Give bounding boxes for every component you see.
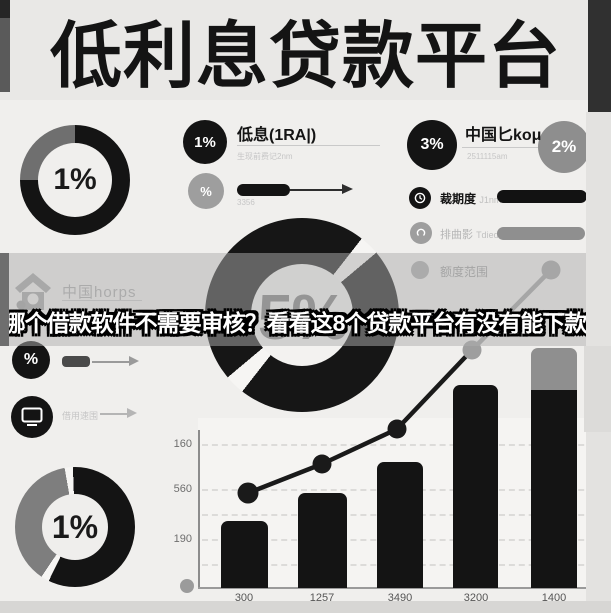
- donut-chart-bottom-left: 1%: [15, 467, 135, 587]
- arrow-right-icon: [127, 408, 137, 418]
- bar: [377, 462, 423, 588]
- edge-artifact: [0, 601, 611, 613]
- caption-band: [0, 253, 611, 346]
- stat-note-left: 3356: [237, 198, 255, 207]
- gridline: [202, 444, 604, 446]
- stat-title-left: 低息(1RA|): [237, 127, 317, 144]
- donut-chart-top-left: 1%: [20, 125, 130, 235]
- arrow-line: [92, 361, 130, 363]
- stat-badge-percent: %: [188, 173, 224, 209]
- arrow-line: [100, 413, 128, 415]
- clock-icon: [409, 187, 431, 209]
- arrow-right-icon: [342, 184, 353, 194]
- gauge-icon: [410, 222, 432, 244]
- donut-value: 1%: [42, 494, 108, 560]
- edge-artifact: [0, 0, 10, 18]
- stat-badge-3pct: 3%: [407, 120, 457, 170]
- donut-value: 1%: [38, 143, 112, 217]
- progress-pill-small: [62, 356, 90, 367]
- stat-subtitle-right: 2511115am: [467, 152, 508, 161]
- bar-pill-black: [497, 190, 587, 203]
- percent-badge: %: [12, 341, 50, 379]
- axis-origin-dot: [180, 579, 194, 593]
- y-axis: [198, 430, 200, 588]
- stat-subtitle-left: 生现前费记2nm: [237, 152, 293, 161]
- divider: [462, 147, 538, 148]
- title-band: [0, 0, 611, 100]
- stat-badge-2pct: 2%: [538, 121, 590, 173]
- edge-artifact: [584, 346, 611, 432]
- stat-badge-1pct: 1%: [183, 120, 227, 164]
- bar: [531, 348, 577, 588]
- arrow-right-icon: [129, 356, 139, 366]
- bar: [453, 385, 498, 588]
- note-label: 借用速围: [62, 411, 99, 421]
- list-row-label: 裁期度 J1nm: [440, 192, 502, 206]
- bar: [221, 521, 268, 588]
- bar-pill-gray: [497, 227, 585, 240]
- y-tick-label: 190: [173, 533, 192, 545]
- edge-artifact: [588, 0, 611, 112]
- y-tick-label: 560: [173, 483, 192, 495]
- caption-overlay-text: 哪个借款软件不需要审核？看看这8个贷款平台有没有能下款的: [2, 310, 610, 336]
- y-tick-label: 160: [173, 438, 192, 450]
- divider: [237, 145, 380, 146]
- monitor-icon: [11, 396, 53, 438]
- page-title: 低利息贷款平台: [49, 16, 561, 97]
- x-axis: [198, 587, 606, 589]
- stat-title-right: 中国匕koμ: [465, 127, 542, 144]
- bar: [298, 493, 347, 588]
- list-row-label: 排曲影 Tdied: [440, 229, 499, 241]
- edge-artifact: [0, 253, 9, 346]
- arrow-line: [290, 189, 342, 191]
- edge-artifact: [0, 0, 10, 92]
- progress-pill: [237, 184, 290, 196]
